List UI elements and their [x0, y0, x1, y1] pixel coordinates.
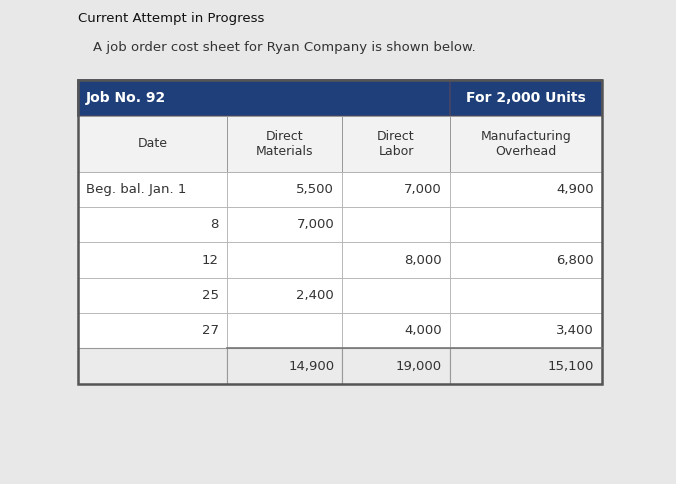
- Text: 19,000: 19,000: [395, 360, 441, 373]
- Text: 3,400: 3,400: [556, 324, 594, 337]
- Text: 8: 8: [210, 218, 219, 231]
- Text: Manufacturing
Overhead: Manufacturing Overhead: [481, 130, 571, 158]
- Text: 27: 27: [202, 324, 219, 337]
- Text: 7,000: 7,000: [297, 218, 334, 231]
- Text: 4,000: 4,000: [404, 324, 441, 337]
- Text: Job No. 92: Job No. 92: [86, 91, 166, 105]
- Text: 4,900: 4,900: [556, 183, 594, 196]
- Text: Current Attempt in Progress: Current Attempt in Progress: [78, 12, 264, 25]
- Text: Direct
Labor: Direct Labor: [377, 130, 415, 158]
- Text: 8,000: 8,000: [404, 254, 441, 267]
- Text: 6,800: 6,800: [556, 254, 594, 267]
- Text: A job order cost sheet for Ryan Company is shown below.: A job order cost sheet for Ryan Company …: [93, 41, 476, 54]
- Text: Direct
Materials: Direct Materials: [256, 130, 314, 158]
- Text: 12: 12: [202, 254, 219, 267]
- Text: For 2,000 Units: For 2,000 Units: [466, 91, 585, 105]
- Text: 25: 25: [202, 289, 219, 302]
- Text: Beg. bal. Jan. 1: Beg. bal. Jan. 1: [86, 183, 186, 196]
- Text: Date: Date: [137, 137, 168, 151]
- Text: 15,100: 15,100: [547, 360, 594, 373]
- Text: 14,900: 14,900: [288, 360, 334, 373]
- Text: 5,500: 5,500: [296, 183, 334, 196]
- Text: 7,000: 7,000: [404, 183, 441, 196]
- Text: 2,400: 2,400: [297, 289, 334, 302]
